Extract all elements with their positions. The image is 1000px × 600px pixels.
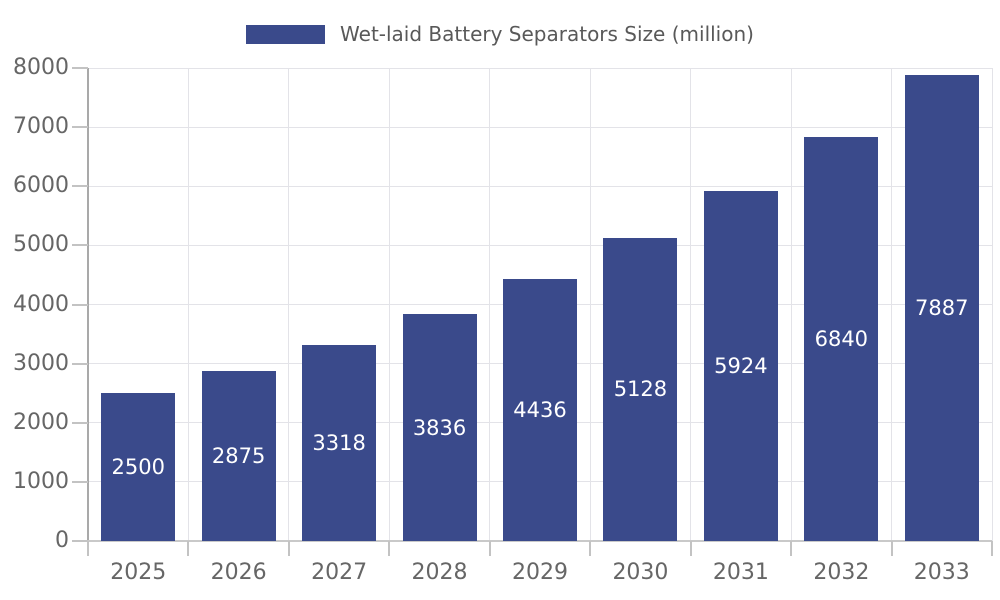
x-axis-tick (589, 541, 592, 556)
y-axis-tick-label: 7000 (13, 114, 69, 140)
x-axis-tick-label: 2030 (612, 560, 669, 585)
x-axis-tick (991, 541, 993, 556)
y-axis-tick-label: 8000 (13, 55, 69, 80)
y-axis-tick (72, 126, 88, 129)
x-axis-tick-label: 2029 (511, 560, 568, 585)
bar-value-label: 7887 (915, 295, 969, 320)
y-axis-tick (72, 244, 88, 247)
bar-2029 (503, 278, 577, 541)
bar-value-label: 3318 (312, 430, 366, 455)
x-gridline (187, 68, 189, 541)
x-gridline (388, 68, 390, 541)
x-gridline (288, 68, 290, 541)
bar-value-label: 2875 (211, 444, 266, 468)
x-gridline (991, 68, 993, 541)
legend-label: Wet-laid Battery Separators Size (millio… (340, 22, 754, 46)
y-axis-tick-label: 0 (55, 528, 69, 553)
y-axis-tick (72, 480, 88, 483)
bar-2027 (302, 344, 377, 541)
y-axis-tick-label: 2000 (13, 409, 69, 435)
x-axis-tick-label: 2031 (712, 560, 769, 585)
x-axis-tick (187, 541, 190, 556)
x-axis-tick-label: 2028 (411, 560, 468, 585)
bar-2030 (603, 237, 678, 541)
y-axis-tick (72, 362, 88, 365)
x-axis-tick (287, 541, 290, 556)
y-axis-tick-label: 6000 (13, 173, 69, 199)
y-axis-tick (72, 540, 88, 542)
bar-2028 (402, 314, 477, 541)
x-axis-tick-label: 2032 (813, 560, 870, 585)
x-axis-tick-label: 2027 (311, 560, 368, 585)
x-axis-tick-label: 2025 (110, 560, 167, 585)
bar-2026 (201, 371, 276, 541)
x-gridline (489, 68, 491, 541)
bar-value-label: 4436 (513, 397, 567, 422)
bar-value-label: 5128 (613, 377, 668, 402)
y-axis-tick (72, 185, 88, 188)
y-axis-line (87, 68, 89, 541)
x-gridline (790, 68, 792, 541)
bar-value-label: 2500 (111, 455, 165, 480)
x-gridline (589, 68, 591, 541)
legend-swatch (246, 24, 326, 44)
y-axis-tick-label: 3000 (13, 350, 69, 376)
x-axis-tick-label: 2026 (210, 560, 267, 585)
x-axis-tick (689, 541, 692, 556)
bar-2031 (703, 190, 778, 541)
x-axis-tick-label: 2033 (913, 560, 970, 585)
y-gridline (88, 244, 992, 246)
y-axis-tick (72, 303, 88, 306)
y-gridline (88, 185, 992, 187)
x-axis-tick (890, 541, 893, 556)
bar-value-label: 3836 (412, 415, 467, 440)
y-gridline (88, 67, 992, 69)
bar-value-label: 5924 (714, 353, 768, 378)
y-axis-tick (72, 67, 88, 69)
y-axis-tick-label: 4000 (13, 291, 69, 317)
x-gridline (690, 68, 692, 541)
bar-2033 (904, 74, 979, 541)
x-axis-tick (87, 541, 89, 556)
x-axis-tick (388, 541, 391, 556)
y-axis-tick-label: 5000 (13, 232, 69, 258)
y-gridline (88, 126, 992, 128)
legend: Wet-laid Battery Separators Size (millio… (0, 22, 1000, 46)
x-axis-line (88, 540, 992, 542)
bar-2032 (804, 136, 879, 541)
x-gridline (891, 68, 893, 541)
bar-value-label: 6840 (814, 326, 869, 351)
y-axis-tick-label: 1000 (13, 468, 69, 494)
x-axis-tick (488, 541, 491, 556)
bar-2025 (101, 393, 176, 541)
x-axis-tick (790, 541, 793, 556)
y-axis-tick (72, 421, 88, 424)
